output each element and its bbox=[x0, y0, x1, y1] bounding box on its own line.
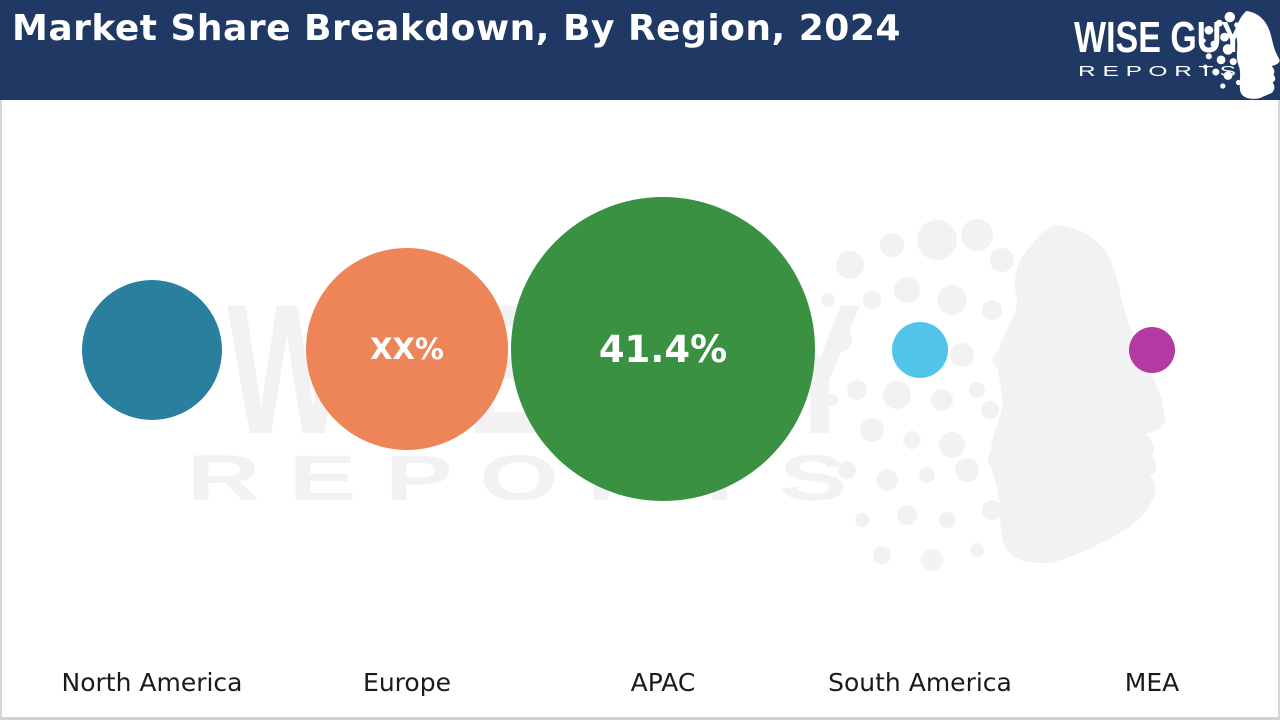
watermark-head-silhouette bbox=[990, 224, 1166, 564]
category-label-mea: MEA bbox=[1124, 668, 1180, 697]
brand-logo-text: WISE GUY R E P O R T S bbox=[1074, 13, 1244, 80]
bubble-europe: XX% bbox=[306, 248, 508, 450]
bubble-mea bbox=[1129, 327, 1175, 373]
category-label-europe: Europe bbox=[363, 668, 451, 697]
page-title: Market Share Breakdown, By Region, 2024 bbox=[12, 8, 901, 49]
category-label-south-america: South America bbox=[828, 668, 1012, 697]
bubble-apac: 41.4% bbox=[511, 197, 815, 501]
brand-head-silhouette bbox=[1236, 10, 1280, 99]
brand-name: WISE GUY bbox=[1074, 13, 1244, 62]
bubble-value-label: XX% bbox=[370, 332, 444, 366]
category-label-north-america: North America bbox=[61, 668, 243, 697]
brand-head-icon bbox=[1201, 10, 1280, 99]
brand-logo: WISE GUY R E P O R T S bbox=[1030, 0, 1280, 100]
bubble-value-label: 41.4% bbox=[598, 327, 728, 371]
brand-tagline: R E P O R T S bbox=[1078, 63, 1236, 80]
bubble-north-america bbox=[82, 280, 222, 420]
watermark-head-icon bbox=[821, 219, 1166, 571]
category-label-apac: APAC bbox=[630, 668, 696, 697]
bubble-south-america bbox=[892, 322, 948, 378]
header: Market Share Breakdown, By Region, 2024 … bbox=[0, 0, 1280, 100]
